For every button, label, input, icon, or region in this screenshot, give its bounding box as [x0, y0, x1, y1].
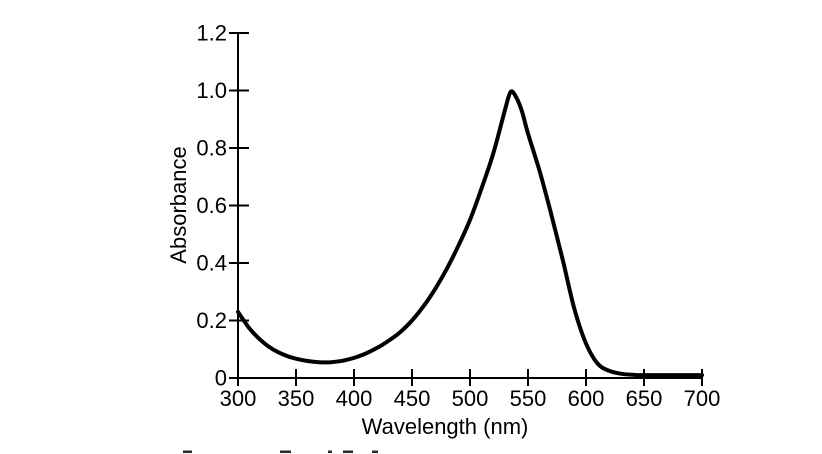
y-tick-label: 0.6 [196, 193, 227, 218]
bottom-edge-fragment [343, 450, 353, 453]
y-tick-label: 0 [215, 366, 227, 391]
plot-area: 300 350 400 450 500 550 600 650 700 0 0.2 0.4 0.6 0.8… [183, 21, 721, 453]
y-tick-label: 0.8 [196, 136, 227, 161]
x-tick-label: 350 [278, 386, 315, 411]
bottom-edge-fragment [372, 450, 378, 453]
x-tick-label: 700 [684, 386, 721, 411]
x-tick-label: 600 [568, 386, 605, 411]
spectrum-curve [236, 89, 704, 378]
bottom-edge-fragment [328, 450, 332, 453]
x-tick-label: 450 [394, 386, 431, 411]
x-tick-label: 500 [452, 386, 489, 411]
x-tick-label: 400 [336, 386, 373, 411]
bottom-edge-fragment [280, 450, 291, 453]
bottom-edge-fragment [183, 450, 192, 453]
x-axis-title: Wavelength (nm) [362, 414, 529, 439]
x-tick-label: 550 [510, 386, 547, 411]
y-tick-label: 1.0 [196, 78, 227, 103]
x-tick-label: 650 [626, 386, 663, 411]
y-axis-title: Absorbance [166, 146, 191, 263]
y-tick-label: 1.2 [196, 21, 227, 46]
y-tick-label: 0.4 [196, 251, 227, 276]
x-tick-label: 300 [220, 386, 257, 411]
y-tick-label: 0.2 [196, 308, 227, 333]
